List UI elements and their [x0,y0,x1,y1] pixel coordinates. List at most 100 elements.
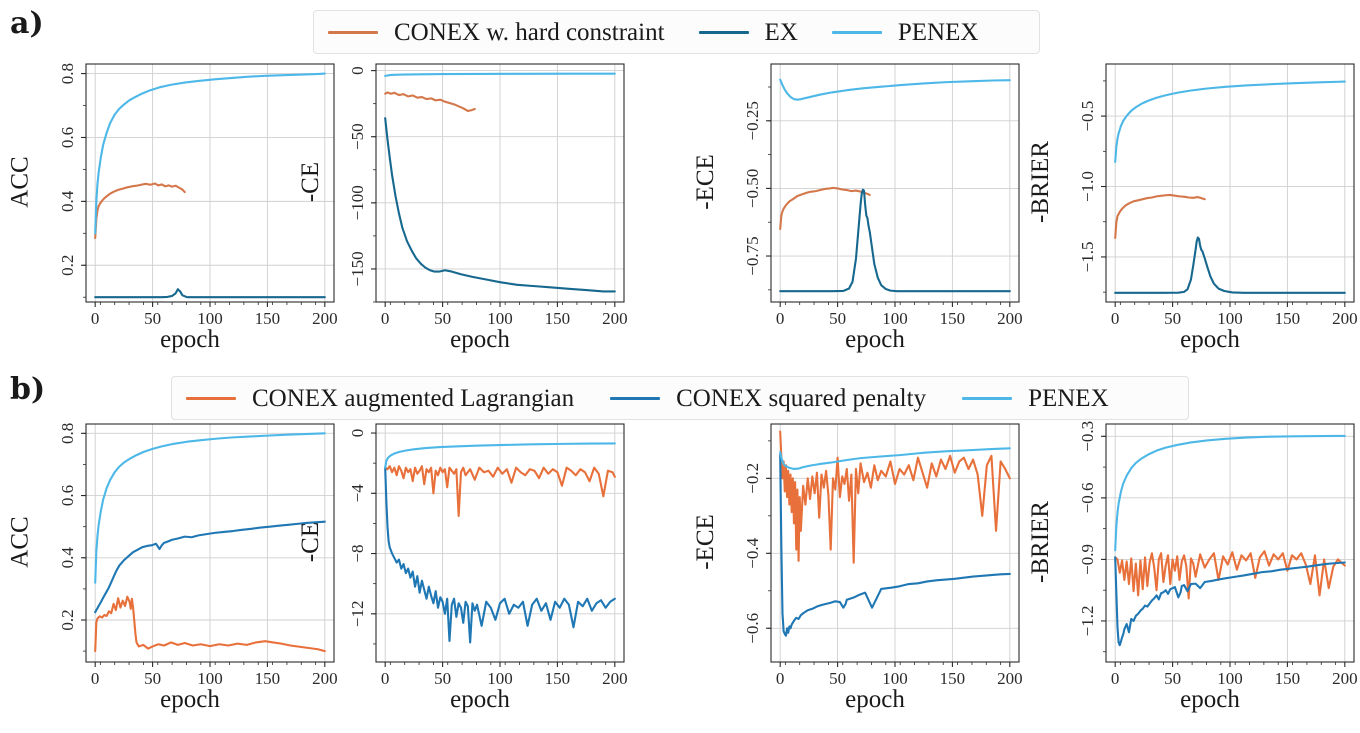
y-tick-label: −12 [348,601,367,628]
legend-swatch-icon [698,30,749,34]
y-tick-label: −0.2 [743,463,762,494]
y-tick-label: −1.0 [1078,171,1097,202]
grid-lines [376,64,624,302]
series-line-conex-augmented-lagrangian [384,465,616,517]
x-tick-label: 100 [1217,309,1243,328]
series-line-ex [779,188,1011,293]
y-tick-label: −0.5 [1078,101,1097,132]
y-tick-label: −0.3 [1078,421,1097,452]
series-line-penex [94,72,326,235]
plot-canvas: 0 50 100 150 200 0 −50 −100 −150 [324,58,630,359]
grid-lines [86,64,334,302]
x-axis-label: epoch [1180,326,1240,353]
series-line-conex-w-hard-constraint [779,186,871,231]
subplot-a-acc: ACC epoch 0 50 100 150 200 0.2 0.4 0.6 0.8 [0,58,340,366]
series-line-conex-w-hard-constraint [94,182,186,240]
subplot-b-acc: ACC epoch 0 50 100 150 200 0.2 0.4 0.6 0.8 [0,418,340,733]
y-tick-label: 0.2 [58,255,77,276]
plot-canvas: 0 50 100 150 200 −0.5 −1.0 −1.5 [1054,58,1360,359]
x-axis-label: epoch [160,686,220,713]
x-tick-label: 100 [882,309,908,328]
y-tick-label: 0.4 [58,190,77,212]
plot-canvas: 0 50 100 150 200 0.2 0.4 0.6 0.8 [34,418,340,719]
x-tick-label: 200 [1332,309,1358,328]
x-tick-label: 100 [197,309,223,328]
subplot-a-ece: -ECE epoch 0 50 100 150 200 −0.25 −0.50 −0.75 [685,58,1025,366]
y-tick-label: −8 [348,544,367,562]
legend-label: PENEX [1028,384,1109,412]
plot-canvas: 0 50 100 150 200 0 −4 −8 −12 [324,418,630,719]
x-tick-label: 150 [940,669,966,688]
plot-canvas: 0 50 100 150 200 −0.3 −0.6 −0.9 −1.2 [1054,418,1360,719]
x-tick-label: 200 [997,669,1023,688]
x-tick-label: 50 [1164,669,1181,688]
x-tick-label: 100 [487,669,513,688]
legend-panel-a: CONEX w. hard constraint EX PENEX [313,10,1040,54]
series-line-penex [1114,80,1346,163]
x-tick-label: 0 [1111,309,1120,328]
plot-canvas: 0 50 100 150 200 0.2 0.4 0.6 0.8 [34,58,340,359]
y-axis-label-text: ACC [7,156,34,208]
x-tick-label: 0 [1111,669,1120,688]
x-tick-label: 150 [255,309,281,328]
subplot-b-ce: -CE epoch 0 50 100 150 200 0 −4 −8 −12 [290,418,630,733]
y-tick-label: −4 [348,484,367,503]
legend-entry-penex: PENEX [831,20,978,45]
panel-a: a) CONEX w. hard constraint EX PENEX ACC ep… [0,0,1360,366]
legend-entry-penex: PENEX [962,386,1109,411]
y-axis-label-text: -CE [297,161,324,203]
x-tick-label: 50 [434,669,451,688]
y-tick-label: −50 [348,123,367,150]
legend-label: CONEX squared penalty [676,384,927,412]
x-tick-label: 150 [545,669,571,688]
x-axis-label: epoch [845,326,905,353]
y-axis-label: -BRIER [1024,418,1058,666]
series-line-ex [1114,236,1346,294]
legend-panel-b: CONEX augmented Lagrangian CONEX squared … [171,376,1189,420]
subplot-b-ece: -ECE epoch 0 50 100 150 200 −0.2 −0.4 −0.6 [685,418,1025,733]
x-tick-label: 0 [381,309,390,328]
x-tick-label: 100 [197,669,223,688]
legend-swatch-icon [962,396,1013,400]
y-axis-label: -ECE [689,418,723,666]
y-tick-label: 0 [348,66,367,75]
series-line-ex [94,288,326,299]
legend-label: CONEX augmented Lagrangian [252,384,575,412]
y-axis-label-text: -ECE [692,514,720,570]
y-tick-label: −1.2 [1078,606,1097,637]
series-line-conex-squared-penalty [94,520,326,614]
y-tick-label: −0.50 [743,169,762,208]
series-line-penex [779,78,1011,101]
y-axis-label-text: -ECE [692,154,720,210]
panel-b: b) CONEX augmented Lagrangian CONEX squar… [0,366,1360,733]
y-tick-label: 0.8 [58,423,77,444]
legend-swatch-icon [328,30,378,34]
x-tick-label: 200 [602,309,628,328]
x-tick-label: 0 [776,309,785,328]
y-tick-label: 0.4 [58,547,77,569]
series-line-conex-w-hard-constraint [384,91,476,112]
series-line-penex [779,447,1011,471]
x-tick-label: 200 [602,669,628,688]
y-axis-label: -CE [294,58,328,306]
x-tick-label: 100 [882,669,908,688]
grid-lines [1106,64,1354,302]
series-line-conex-augmented-lagrangian [779,430,1011,564]
y-axis-label-text: -CE [297,521,324,563]
series-line-penex [94,432,326,584]
y-tick-label: −0.9 [1078,544,1097,575]
x-axis-label: epoch [450,326,510,353]
y-tick-label: −0.6 [743,613,762,644]
y-tick-label: 0.6 [58,485,77,506]
panel-b-letter: b) [10,372,46,407]
legend-entry-conex-w-hard-constraint: CONEX w. hard constraint [328,20,665,45]
x-tick-label: 0 [91,309,100,328]
series-line-conex-squared-penalty [1114,556,1346,647]
x-tick-label: 150 [255,669,281,688]
series-line-penex [384,72,616,77]
x-tick-label: 50 [144,309,161,328]
x-axis-label: epoch [450,686,510,713]
x-tick-label: 50 [829,309,846,328]
subplot-a-ce: -CE epoch 0 50 100 150 200 0 −50 −100 −150 [290,58,630,366]
x-tick-label: 150 [940,309,966,328]
